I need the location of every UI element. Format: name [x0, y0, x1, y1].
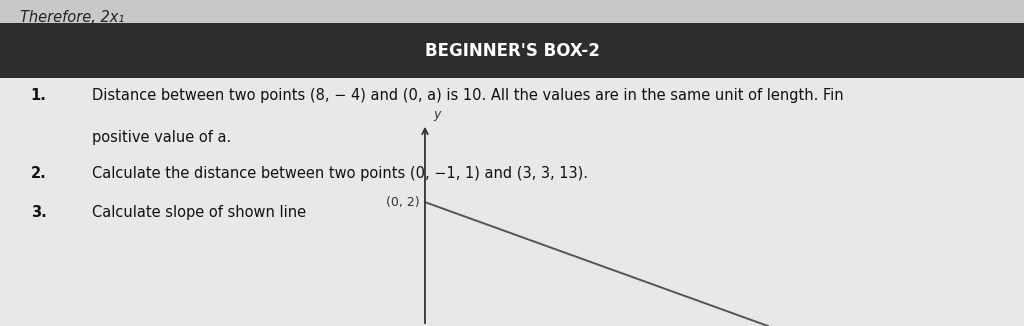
Text: Calculate the distance between two points (0, −1, 1) and (3, 3, 13).: Calculate the distance between two point… [92, 166, 588, 181]
Text: 2.: 2. [31, 166, 46, 181]
Text: positive value of a.: positive value of a. [92, 130, 231, 145]
Text: (0, 2): (0, 2) [386, 196, 420, 209]
Text: Calculate slope of shown line: Calculate slope of shown line [92, 205, 306, 220]
FancyBboxPatch shape [0, 23, 1024, 78]
Text: 3.: 3. [31, 205, 46, 220]
Text: y: y [433, 108, 440, 121]
Text: Therefore, 2x₁: Therefore, 2x₁ [20, 10, 125, 25]
Text: Distance between two points (8, − 4) and (0, a) is 10. All the values are in the: Distance between two points (8, − 4) and… [92, 88, 844, 103]
Text: 1.: 1. [31, 88, 47, 103]
FancyBboxPatch shape [0, 39, 1024, 326]
Text: BEGINNER'S BOX-2: BEGINNER'S BOX-2 [425, 41, 599, 60]
